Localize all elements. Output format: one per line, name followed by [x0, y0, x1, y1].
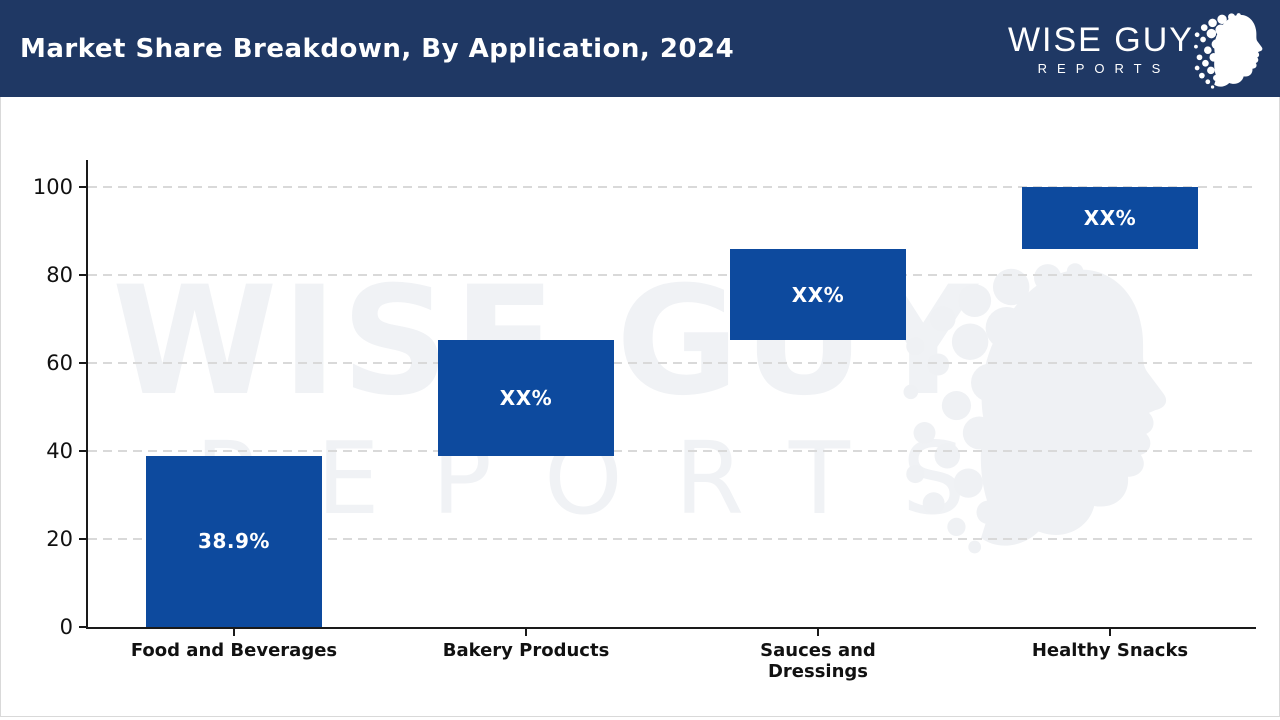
gridline	[88, 538, 1256, 540]
bar-value-label: XX%	[499, 385, 553, 410]
gridline	[88, 450, 1256, 452]
x-tick-mark	[1109, 629, 1111, 636]
x-tick-mark	[817, 629, 819, 636]
bar	[146, 455, 322, 627]
y-tick-mark	[79, 362, 88, 364]
category-label: Sauces and Dressings	[760, 640, 876, 683]
brand-subname: REPORTS	[1037, 60, 1171, 76]
bar	[1022, 187, 1198, 250]
y-tick-mark	[79, 450, 88, 452]
x-axis-line	[86, 627, 1256, 629]
y-tick-label: 100	[32, 175, 73, 199]
y-tick-label: 20	[46, 527, 73, 551]
page-title: Market Share Breakdown, By Application, …	[20, 33, 735, 64]
brand-text: WISE GUY REPORTS	[1008, 23, 1194, 76]
y-tick-label: 40	[46, 439, 73, 463]
brand-head-icon	[1194, 13, 1263, 89]
gridline	[88, 186, 1256, 188]
bar	[730, 249, 906, 341]
y-axis-line	[86, 160, 88, 629]
gridline	[88, 362, 1256, 364]
bar-value-label: 38.9%	[198, 529, 270, 554]
x-tick-mark	[525, 629, 527, 636]
y-tick-mark	[79, 186, 88, 188]
gridline	[88, 274, 1256, 276]
category-label: Healthy Snacks	[1031, 640, 1189, 661]
app-header: Market Share Breakdown, By Application, …	[0, 0, 1280, 97]
y-tick-mark	[79, 626, 88, 628]
bar	[438, 340, 614, 456]
bar-value-label: XX%	[1083, 206, 1137, 231]
category-label: Food and Beverages	[130, 640, 338, 661]
x-tick-mark	[233, 629, 235, 636]
bar-value-label: XX%	[791, 282, 845, 307]
y-tick-label: 60	[46, 351, 73, 375]
brand-name: WISE GUY	[1007, 20, 1194, 59]
category-label: Bakery Products	[442, 640, 610, 661]
y-tick-mark	[79, 538, 88, 540]
y-tick-mark	[79, 274, 88, 276]
y-tick-label: 80	[46, 263, 73, 287]
y-tick-label: 0	[59, 615, 73, 639]
brand-logo: WISE GUY REPORTS	[1008, 4, 1266, 94]
